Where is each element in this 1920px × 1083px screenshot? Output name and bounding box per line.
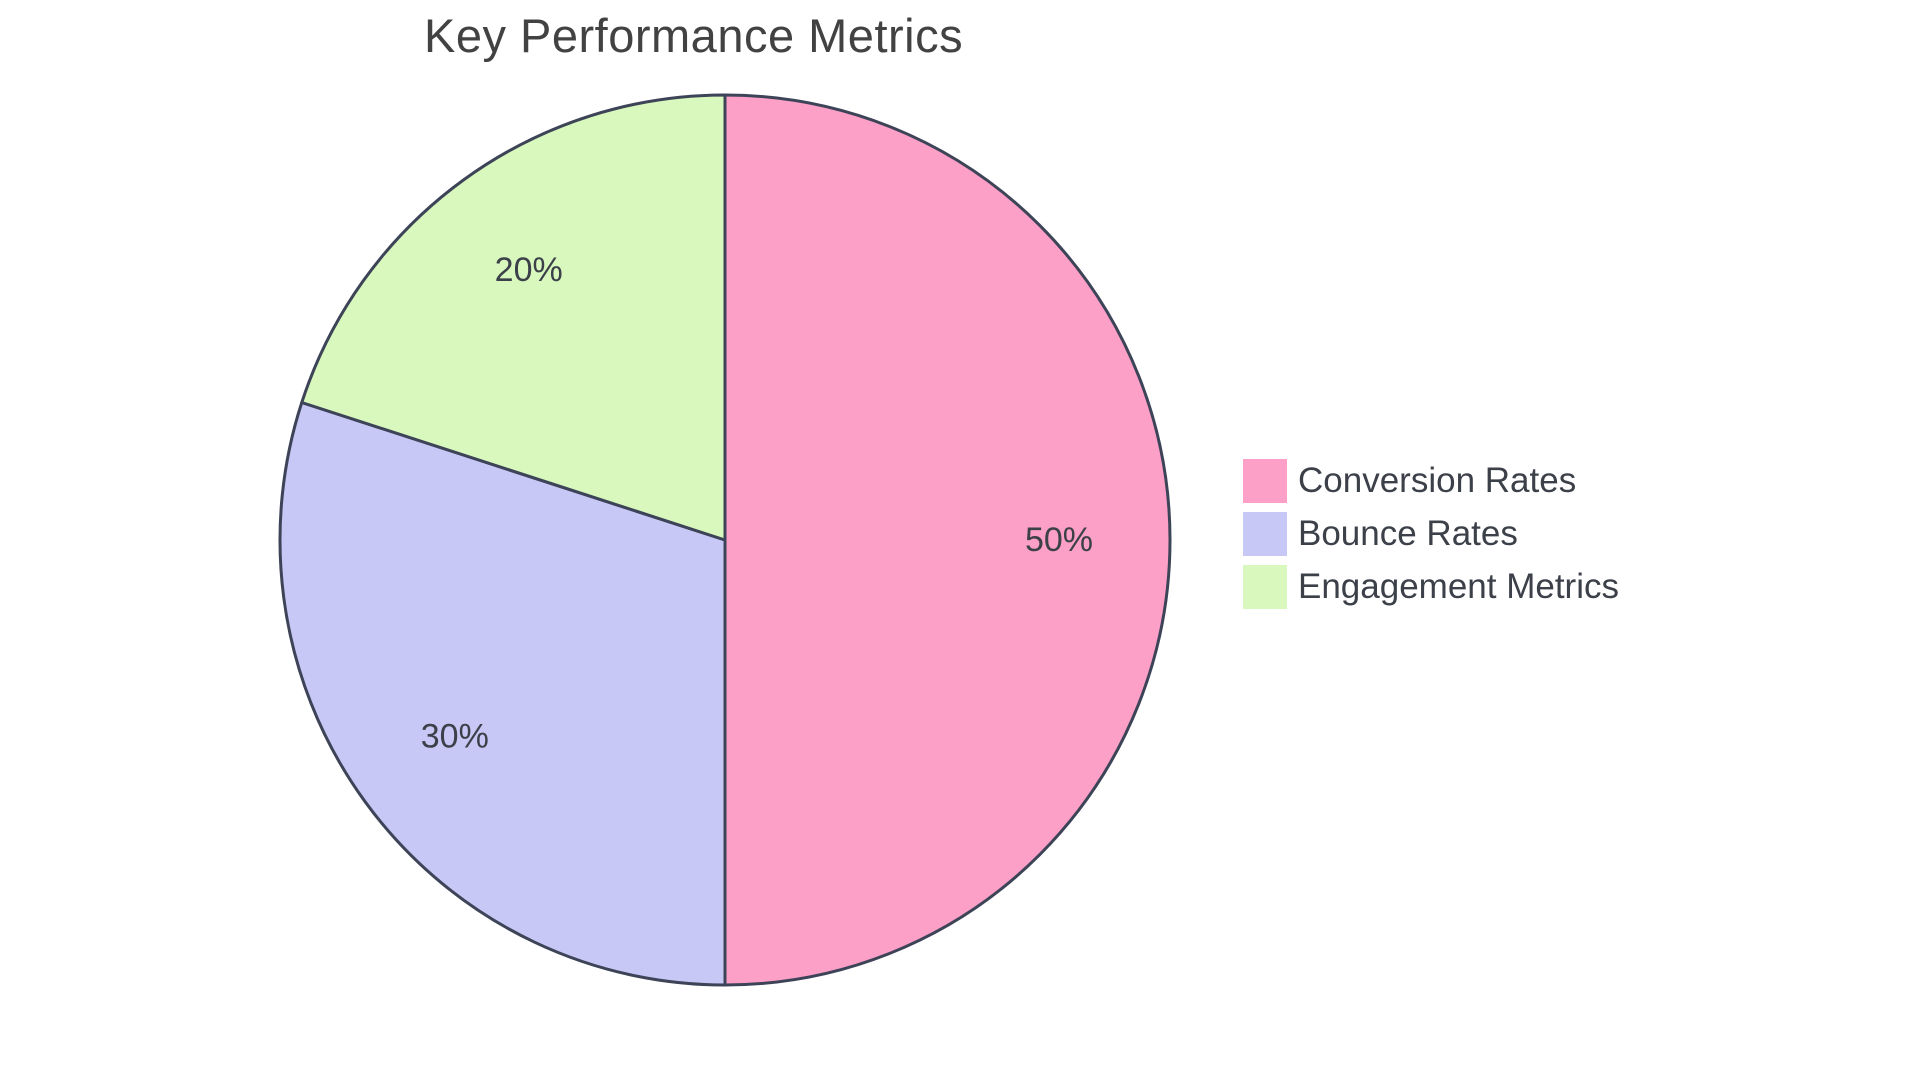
pie-slice-conversion-rates[interactable] (723, 93, 1172, 987)
legend: Conversion Rates Bounce Rates Engagement M… (1243, 459, 1619, 618)
legend-item-conversion-rates[interactable]: Conversion Rates (1243, 459, 1619, 503)
legend-label: Engagement Metrics (1298, 567, 1619, 606)
legend-label: Bounce Rates (1298, 514, 1518, 553)
pie-slice-bounce-rates[interactable] (278, 400, 727, 987)
legend-label: Conversion Rates (1298, 461, 1577, 500)
slice-label: 50% (1025, 521, 1093, 559)
legend-item-engagement-metrics[interactable]: Engagement Metrics (1243, 565, 1619, 609)
slice-label: 20% (495, 251, 563, 289)
legend-item-bounce-rates[interactable]: Bounce Rates (1243, 512, 1619, 556)
chart-title: Key Performance Metrics (424, 9, 964, 62)
legend-swatch (1243, 512, 1287, 556)
pie-slice-engagement-metrics[interactable] (300, 93, 727, 542)
legend-swatch (1243, 565, 1287, 609)
legend-swatch (1243, 459, 1287, 503)
slice-label: 30% (421, 717, 489, 755)
